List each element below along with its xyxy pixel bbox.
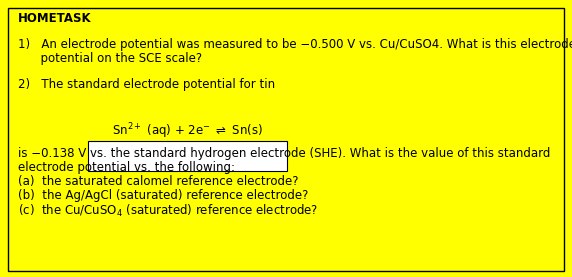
Text: electrode potential vs. the following:: electrode potential vs. the following:	[18, 161, 235, 174]
Text: $\mathrm{Sn^{2+}}$ (aq) + 2e$^{-}$ $\rightleftharpoons$ Sn(s): $\mathrm{Sn^{2+}}$ (aq) + 2e$^{-}$ $\rig…	[112, 121, 263, 141]
Text: HOMETASK: HOMETASK	[18, 12, 92, 25]
Text: 1)   An electrode potential was measured to be −0.500 V vs. Cu/CuSO4. What is th: 1) An electrode potential was measured t…	[18, 38, 572, 51]
Text: potential on the SCE scale?: potential on the SCE scale?	[18, 52, 202, 65]
Text: (a)  the saturated calomel reference electrode?: (a) the saturated calomel reference elec…	[18, 175, 299, 188]
Text: 2)   The standard electrode potential for tin: 2) The standard electrode potential for …	[18, 78, 275, 91]
FancyBboxPatch shape	[88, 141, 287, 171]
Text: (c)  the Cu/CuSO$_4$ (saturated) reference electrode?: (c) the Cu/CuSO$_4$ (saturated) referenc…	[18, 203, 319, 219]
FancyBboxPatch shape	[8, 8, 564, 271]
Text: is −0.138 V vs. the standard hydrogen electrode (SHE). What is the value of this: is −0.138 V vs. the standard hydrogen el…	[18, 147, 550, 160]
Text: (b)  the Ag/AgCl (saturated) reference electrode?: (b) the Ag/AgCl (saturated) reference el…	[18, 189, 308, 202]
